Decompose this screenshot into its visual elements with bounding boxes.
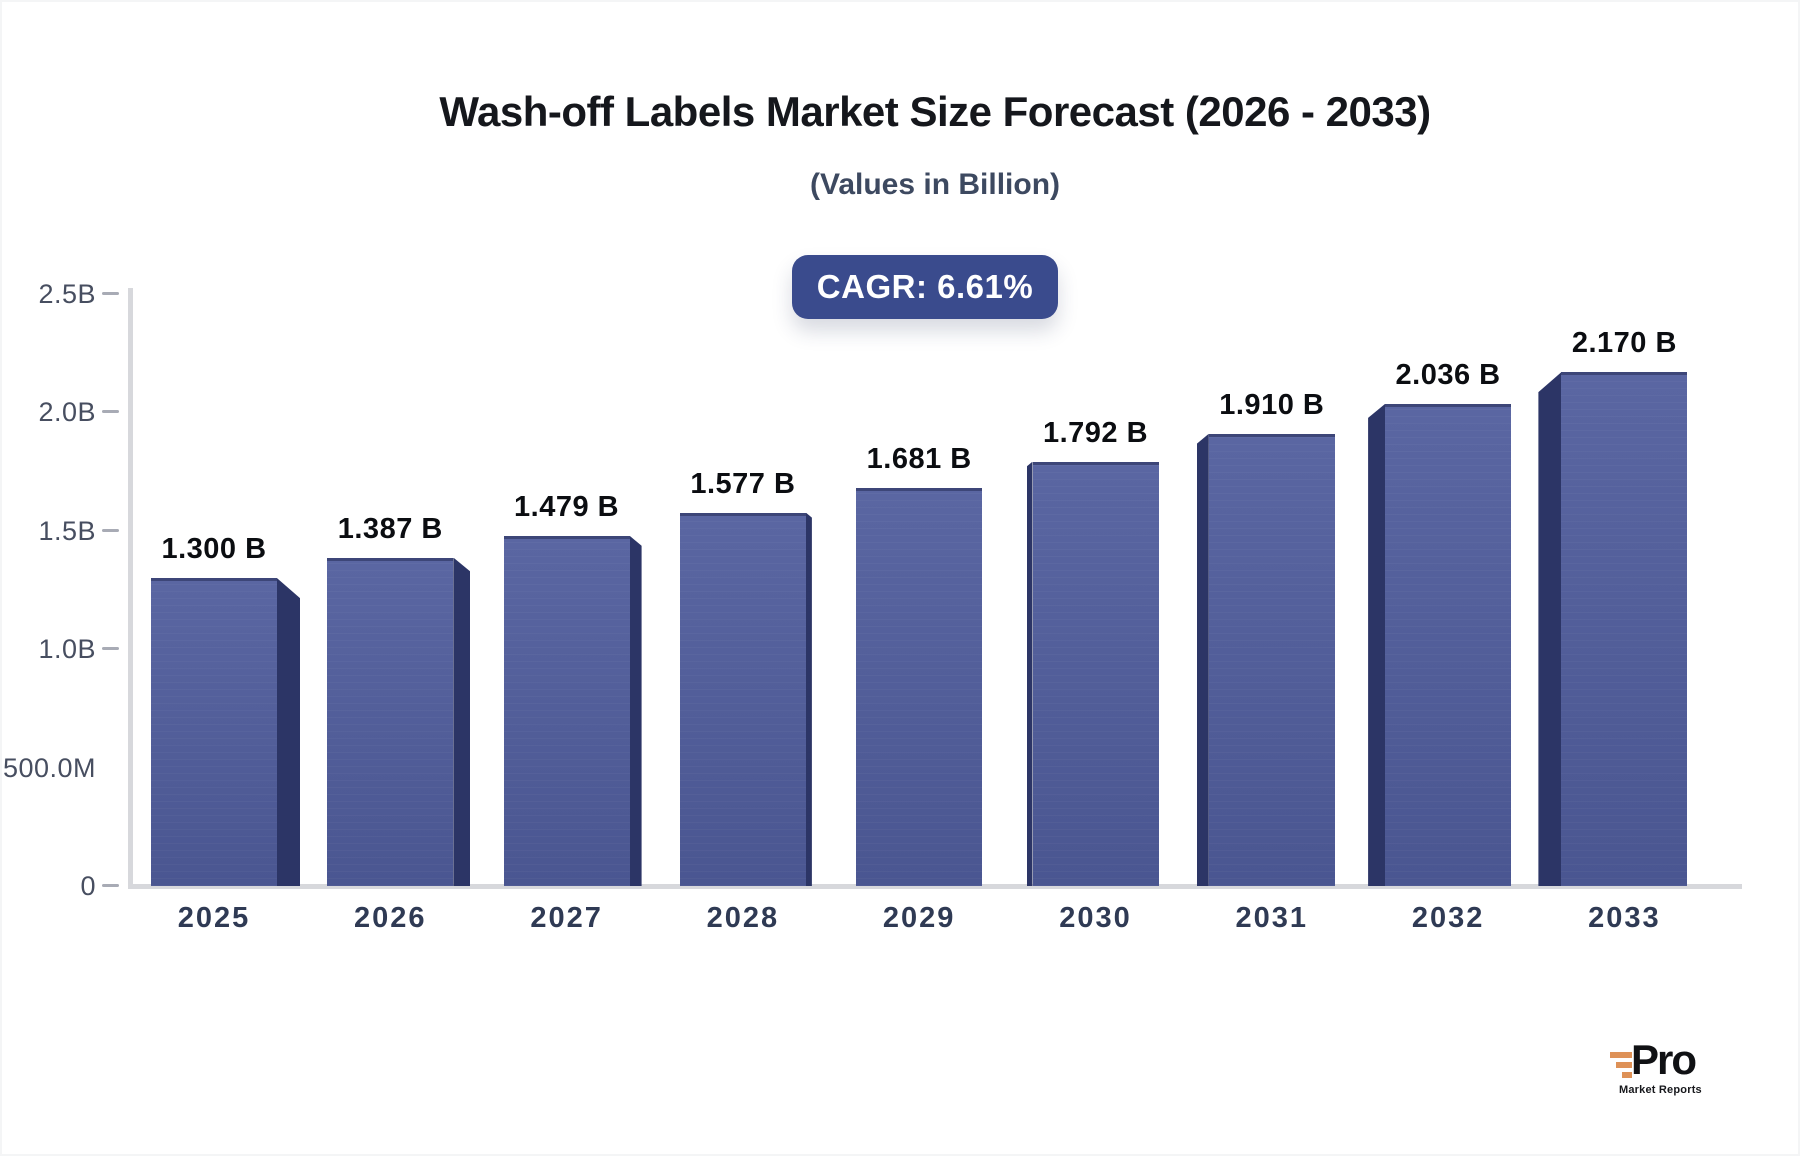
logo-speed-bar-icon: [1616, 1062, 1632, 1068]
y-tick-mark: [102, 528, 119, 532]
logo-tagline-text: Market Reports: [1619, 1084, 1702, 1096]
x-axis-label-2030: 2030: [1059, 902, 1132, 934]
bar-front-face: [679, 512, 806, 886]
cagr-badge-label: CAGR: 6.61%: [816, 268, 1034, 305]
bar-front-face: [327, 557, 454, 886]
bar-front-face: [1208, 433, 1335, 886]
x-axis-label-2033: 2033: [1588, 902, 1661, 934]
x-axis-label-2027: 2027: [530, 902, 603, 934]
bar-value-label: 1.300 B: [161, 533, 267, 566]
bar-front-face: [1561, 372, 1688, 886]
y-tick-label: 2.5B: [38, 279, 96, 309]
y-tick-mark: [102, 884, 119, 887]
bar-value-label: 2.170 B: [1571, 327, 1677, 360]
x-axis-label-2025: 2025: [177, 902, 251, 934]
bar-front-face: [503, 535, 630, 886]
chart-subtitle: (Values in Billion): [809, 168, 1061, 201]
bar-value-label: 1.681 B: [866, 442, 972, 475]
y-tick-mark: [102, 292, 119, 295]
bar-front-face: [151, 578, 277, 886]
bar-front-face: [1385, 403, 1512, 886]
bar-side-face: [805, 512, 812, 886]
x-axis-label-2032: 2032: [1411, 902, 1485, 934]
bar-value-label: 1.792 B: [1042, 416, 1149, 449]
y-tick-mark: [102, 410, 119, 414]
x-axis-label-2029: 2029: [882, 902, 956, 934]
bar-value-label: 1.387 B: [337, 512, 443, 545]
logo-speed-bar-icon: [1610, 1052, 1632, 1058]
bar-side-face: [629, 535, 642, 886]
bar-value-label: 1.479 B: [514, 490, 620, 523]
bar-side-face: [1026, 461, 1033, 886]
y-tick-label: 0: [80, 871, 96, 901]
bar-value-label: 1.910 B: [1219, 388, 1325, 421]
bar-value-label: 2.036 B: [1395, 358, 1501, 391]
bar-side-face: [1538, 372, 1562, 886]
y-tick-label: 1.5B: [38, 515, 96, 546]
x-axis-label-2026: 2026: [354, 902, 427, 934]
bar-front-face: [856, 487, 983, 886]
y-axis-line: [128, 288, 133, 888]
bar-front-face: [1032, 461, 1159, 886]
bar-side-face: [1196, 433, 1209, 886]
logo-speed-bar-icon: [1622, 1072, 1632, 1078]
y-tick-label: 2.0B: [38, 397, 96, 428]
pro-market-reports-logo: Pro Market Reports: [1598, 1038, 1748, 1110]
x-axis-line: [128, 884, 1742, 889]
logo-brand-text: Pro: [1631, 1036, 1697, 1083]
x-axis-label-2031: 2031: [1235, 902, 1309, 934]
bar-side-face: [453, 557, 471, 886]
bar-side-face: [277, 578, 300, 886]
x-axis-label-2028: 2028: [706, 902, 780, 934]
bar-side-face: [1368, 403, 1386, 886]
y-tick-mark: [102, 647, 119, 651]
cagr-badge: CAGR: 6.61%: [792, 255, 1058, 319]
y-tick-label: 1.0B: [38, 634, 96, 665]
y-tick-label: 500.0M: [2, 752, 96, 783]
chart-title: Wash-off Labels Market Size Forecast (20…: [439, 88, 1431, 135]
bar-value-label: 1.577 B: [690, 467, 796, 500]
